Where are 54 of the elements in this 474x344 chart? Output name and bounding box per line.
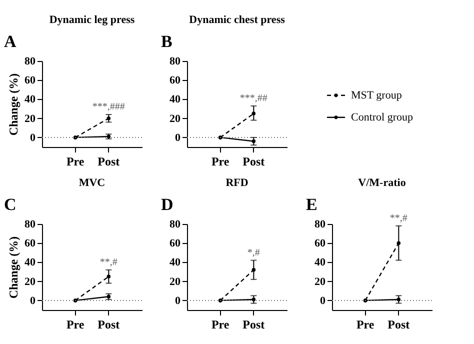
legend-label: MST group bbox=[351, 89, 402, 102]
x-tick-label: Pre bbox=[211, 318, 230, 332]
y-tick-label: 40 bbox=[314, 256, 326, 269]
chart-title: RFD bbox=[226, 177, 248, 189]
y-tick-label: 0 bbox=[320, 294, 326, 307]
text: E bbox=[306, 195, 318, 214]
y-tick-label: 80 bbox=[170, 56, 181, 68]
y-tick-label: 60 bbox=[170, 238, 181, 250]
annotation: ***,### bbox=[92, 102, 125, 113]
chart-title: Dynamic chest press bbox=[189, 14, 286, 26]
y-tick-label: 0 bbox=[175, 132, 181, 144]
y-tick-label: 40 bbox=[170, 256, 181, 269]
y-tick-label: 0 bbox=[175, 294, 181, 307]
y-tick-label: 60 bbox=[170, 74, 181, 87]
y-tick-label: 20 bbox=[170, 112, 181, 125]
y-tick-label: 0 bbox=[30, 132, 36, 144]
text: B bbox=[161, 32, 172, 51]
y-tick-label: 80 bbox=[24, 56, 36, 68]
x-tick-label: Post bbox=[98, 154, 120, 168]
text: D bbox=[161, 195, 174, 214]
legend-label: Control group bbox=[351, 111, 414, 124]
annotation: *,# bbox=[247, 247, 260, 258]
y-tick-label: 40 bbox=[170, 94, 181, 106]
x-tick-label: Pre bbox=[356, 318, 375, 332]
y-tick-label: 20 bbox=[24, 112, 36, 125]
y-tick-label: 20 bbox=[24, 276, 36, 288]
annotation: **,# bbox=[390, 212, 408, 224]
x-tick-label: Post bbox=[98, 318, 120, 332]
y-axis-title: Change (%) bbox=[6, 73, 20, 136]
y-tick-label: 60 bbox=[24, 74, 36, 87]
y-tick-label: 60 bbox=[314, 238, 326, 250]
chart-title: Dynamic leg press bbox=[49, 14, 136, 26]
text: A bbox=[4, 32, 17, 51]
y-tick-label: 40 bbox=[24, 256, 36, 269]
annotation: **,# bbox=[100, 256, 118, 268]
chart-title: MVC bbox=[78, 177, 106, 189]
x-tick-label: Pre bbox=[66, 154, 85, 168]
y-tick-label: 80 bbox=[314, 218, 326, 230]
annotation: ***,## bbox=[240, 92, 268, 104]
y-tick-label: 80 bbox=[170, 218, 181, 230]
x-tick-label: Post bbox=[388, 318, 410, 332]
y-tick-label: 20 bbox=[170, 276, 181, 288]
chart-title: V/M-ratio bbox=[358, 177, 406, 189]
text: C bbox=[4, 195, 16, 214]
x-tick-label: Pre bbox=[211, 154, 230, 168]
x-tick-label: Post bbox=[242, 318, 265, 332]
y-tick-label: 80 bbox=[24, 218, 36, 230]
y-axis-title: Change (%) bbox=[6, 236, 20, 299]
y-tick-label: 20 bbox=[314, 276, 326, 288]
x-tick-label: Pre bbox=[66, 318, 85, 332]
x-tick-label: Post bbox=[242, 154, 265, 168]
y-tick-label: 60 bbox=[24, 238, 36, 250]
y-tick-label: 0 bbox=[30, 294, 36, 307]
y-tick-label: 40 bbox=[24, 94, 36, 106]
